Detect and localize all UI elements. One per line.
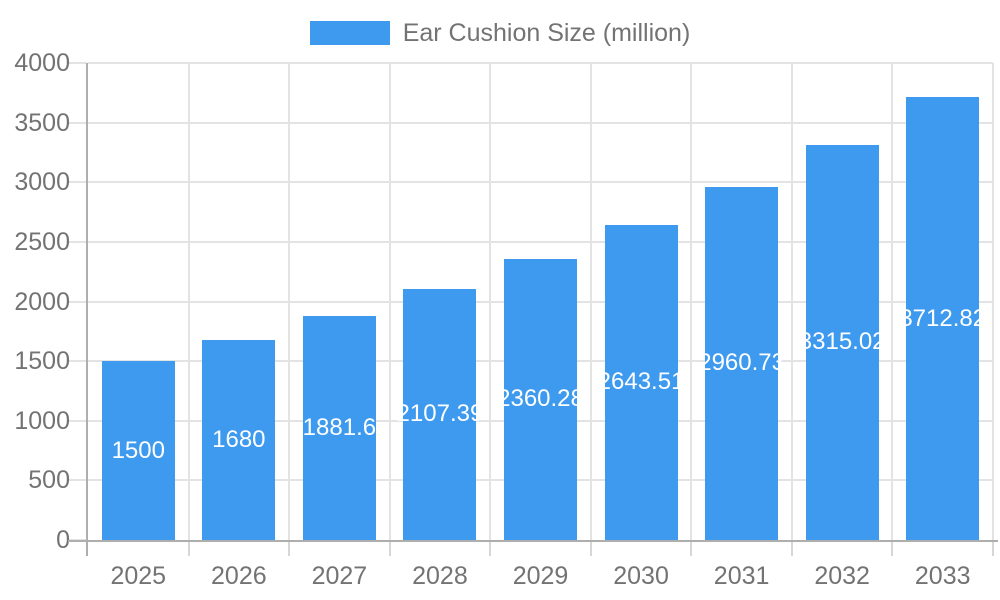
- v-gridline: [288, 63, 291, 540]
- v-gridline: [690, 63, 693, 540]
- x-axis-line: [68, 540, 998, 542]
- bar-value-label: 2960.73: [698, 349, 785, 377]
- v-gridline: [891, 63, 894, 540]
- h-gridline: [88, 240, 993, 243]
- v-gridline: [589, 63, 592, 540]
- x-tick: [790, 540, 793, 556]
- x-tick-label: 2026: [211, 562, 267, 590]
- x-tick: [489, 540, 492, 556]
- x-tick: [690, 540, 693, 556]
- x-tick-label: 2029: [512, 562, 569, 590]
- y-tick: [68, 360, 87, 363]
- bar-value-label: 3315.02: [798, 328, 886, 356]
- x-tick-label: 2028: [412, 562, 468, 590]
- bar[interactable]: [403, 288, 477, 540]
- y-tick: [68, 181, 87, 184]
- h-gridline: [88, 62, 993, 64]
- x-tick: [589, 540, 592, 556]
- x-tick-label: 2033: [914, 562, 971, 590]
- x-tick: [891, 540, 894, 556]
- y-tick-label: 3000: [14, 168, 70, 197]
- bar[interactable]: [604, 224, 678, 540]
- bar[interactable]: [705, 186, 779, 540]
- x-tick: [288, 540, 291, 556]
- v-gridline: [992, 63, 994, 540]
- x-tick-label: 2032: [814, 562, 870, 590]
- y-tick-label: 1000: [14, 406, 70, 435]
- y-tick: [68, 121, 87, 124]
- x-tick-label: 2027: [311, 562, 368, 590]
- v-gridline: [790, 63, 793, 540]
- bar[interactable]: [805, 144, 879, 540]
- bar[interactable]: [906, 97, 980, 540]
- x-tick: [187, 540, 190, 556]
- y-tick: [68, 62, 87, 64]
- y-tick-label: 1500: [14, 347, 70, 376]
- bar-value-label: 2107.39: [396, 400, 484, 428]
- x-tick-label: 2025: [110, 562, 167, 590]
- y-tick-label: 2000: [14, 287, 70, 316]
- y-tick-label: 500: [28, 466, 70, 495]
- y-tick: [68, 479, 87, 482]
- y-tick-label: 4000: [14, 49, 70, 77]
- bar[interactable]: [202, 339, 276, 540]
- v-gridline: [187, 63, 190, 540]
- legend-label: Ear Cushion Size (million): [402, 19, 691, 47]
- y-tick-label: 2500: [14, 227, 70, 256]
- y-tick: [68, 240, 87, 243]
- bar-value-label: 1680: [212, 425, 266, 453]
- y-tick: [68, 419, 87, 422]
- v-gridline: [489, 63, 492, 540]
- x-tick: [388, 540, 391, 556]
- legend-swatch: [309, 21, 390, 45]
- x-tick: [992, 540, 994, 556]
- y-tick-label: 3500: [14, 108, 70, 137]
- bar-value-label: 1500: [111, 436, 165, 464]
- y-tick-label: 0: [56, 526, 70, 554]
- bar[interactable]: [302, 315, 376, 540]
- bar[interactable]: [504, 258, 577, 540]
- bar-value-label: 3712.82: [899, 304, 987, 332]
- bar[interactable]: [101, 361, 175, 540]
- legend-item[interactable]: Ear Cushion Size (million): [0, 18, 1000, 48]
- y-axis-line: [86, 63, 88, 556]
- y-tick: [68, 300, 87, 303]
- h-gridline: [88, 181, 993, 184]
- h-gridline: [88, 121, 993, 124]
- v-gridline: [388, 63, 391, 540]
- bar-value-label: 2643.51: [597, 368, 685, 396]
- x-tick-label: 2030: [613, 562, 669, 590]
- bar-value-label: 1881.6: [302, 413, 377, 441]
- bar-value-label: 2360.28: [497, 385, 584, 413]
- x-tick-label: 2031: [713, 562, 770, 590]
